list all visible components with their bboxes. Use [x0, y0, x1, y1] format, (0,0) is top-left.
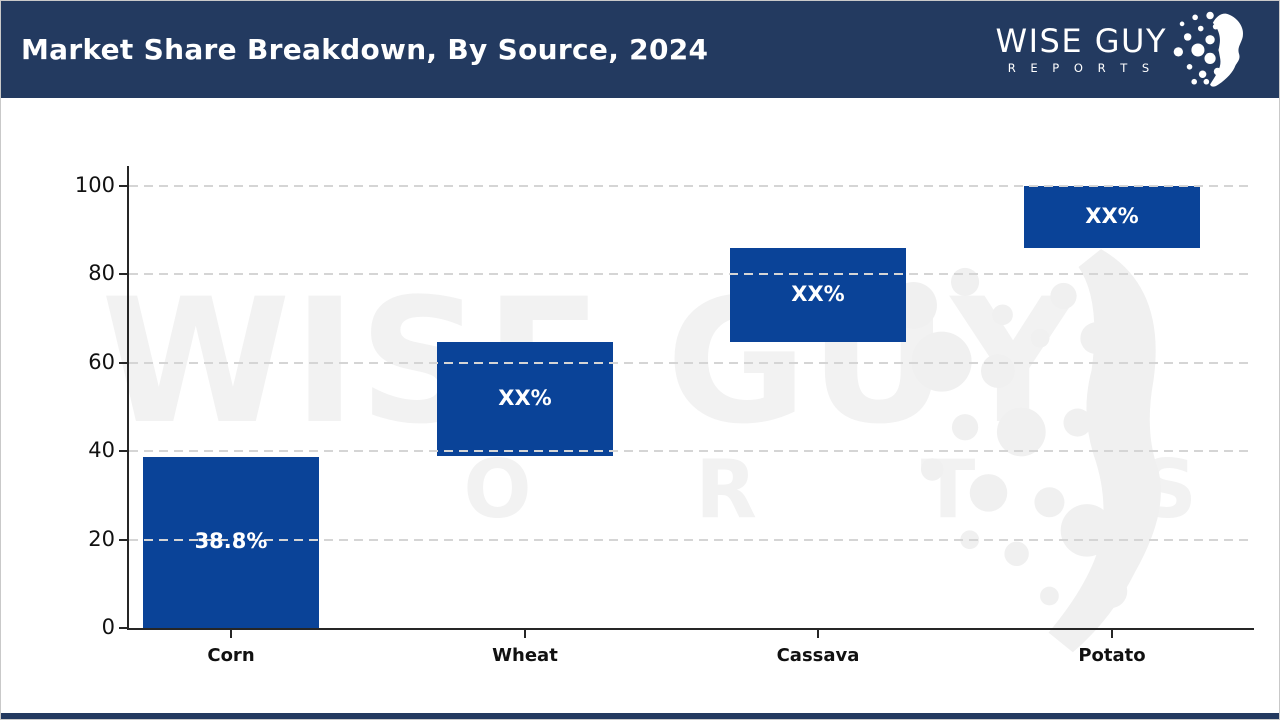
bar-cassava — [730, 247, 906, 343]
y-tick-label-60: 60 — [88, 349, 115, 374]
y-tick-label-100: 100 — [74, 173, 115, 197]
brand-subtitle: R E P O R T S — [1007, 60, 1155, 75]
bar-wheat — [437, 342, 613, 457]
gridline-20 — [129, 538, 1254, 541]
x-tick-label-potato: Potato — [1078, 645, 1146, 666]
gridline-60 — [129, 361, 1254, 364]
bar-value-label-corn: 38.8% — [194, 529, 268, 554]
y-tick-100 — [119, 185, 127, 187]
y-tick-0 — [119, 627, 127, 629]
x-tick-wheat — [524, 630, 526, 638]
chart-area: WISE GUY P O R T S 02040608010038.8%Corn… — [1, 98, 1279, 715]
bar-potato — [1024, 186, 1200, 248]
y-tick-40 — [119, 450, 127, 453]
header: Market Share Breakdown, By Source, 2024 … — [1, 1, 1279, 98]
footer-bar — [1, 713, 1279, 719]
watermark-text-line2: P O R T S — [241, 443, 1265, 536]
y-tick-20 — [119, 538, 127, 541]
x-tick-potato — [1111, 630, 1113, 638]
bar-corn — [143, 456, 319, 628]
x-tick-cassava — [817, 630, 819, 638]
watermark-face-dots — [890, 249, 1161, 653]
brand-text: WISE GUY R E P O R T S — [995, 25, 1167, 75]
bar-value-label-cassava: XX% — [791, 282, 845, 307]
bar-value-label-wheat: XX% — [498, 386, 552, 411]
y-tick-60 — [119, 361, 127, 364]
page-title: Market Share Breakdown, By Source, 2024 — [21, 33, 709, 66]
gridline-80 — [129, 273, 1254, 276]
brand-name: WISE GUY — [995, 21, 1167, 60]
y-tick-label-40: 40 — [88, 438, 115, 463]
y-tick-label-0: 0 — [101, 615, 115, 639]
gridline-100 — [129, 185, 1254, 187]
y-tick-80 — [119, 273, 127, 276]
x-tick-label-wheat: Wheat — [492, 645, 558, 666]
x-tick-corn — [230, 630, 232, 638]
x-axis-line — [127, 628, 1254, 630]
y-tick-label-20: 20 — [88, 526, 115, 551]
brand-logo: WISE GUY R E P O R T S — [995, 7, 1253, 93]
y-tick-label-80: 80 — [88, 261, 115, 286]
gridline-40 — [129, 450, 1254, 453]
brand-face-icon — [1173, 11, 1244, 87]
x-tick-label-corn: Corn — [207, 645, 255, 666]
y-axis-line — [127, 166, 129, 630]
bar-value-label-potato: XX% — [1085, 203, 1139, 228]
x-tick-label-cassava: Cassava — [776, 645, 860, 666]
